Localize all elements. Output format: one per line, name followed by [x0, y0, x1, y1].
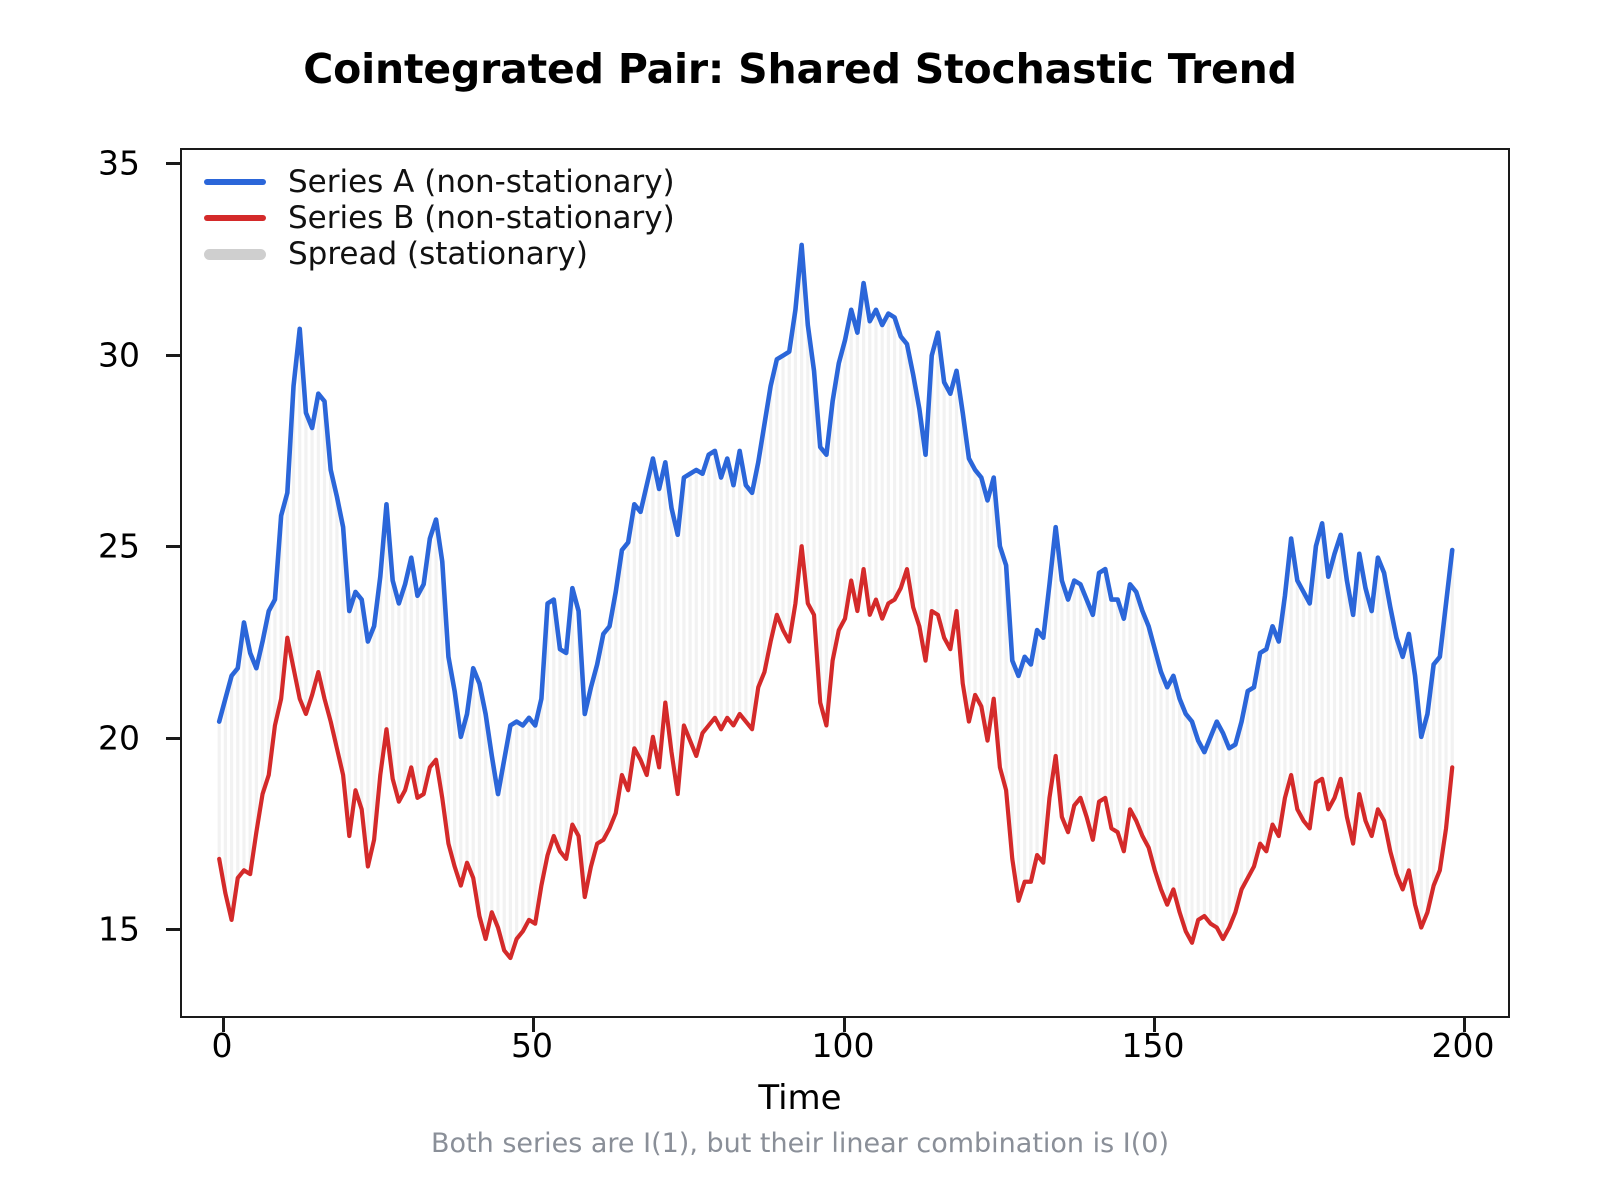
x-tick-label-50: 50 — [511, 1026, 553, 1065]
y-tick-mark-25 — [166, 545, 180, 548]
x-tick-label-150: 150 — [1121, 1026, 1185, 1065]
spread-fill-layer — [217, 244, 1454, 959]
x-tick-mark-150 — [1153, 1018, 1156, 1032]
legend-label-series-a: Series A (non-stationary) — [288, 164, 675, 200]
legend-swatch-series-b — [204, 215, 266, 221]
plot-svg — [216, 242, 1455, 961]
plot-area — [180, 148, 1510, 1018]
figure-caption: Both series are I(1), but their linear c… — [431, 1128, 1169, 1159]
y-tick-mark-20 — [166, 737, 180, 740]
x-tick-mark-100 — [843, 1018, 846, 1032]
x-tick-label-100: 100 — [811, 1026, 875, 1065]
y-tick-label-15: 15 — [98, 909, 140, 949]
series-b-line — [217, 544, 1455, 961]
chart-title: Cointegrated Pair: Shared Stochastic Tre… — [303, 45, 1297, 93]
legend-label-series-b: Series B (non-stationary) — [288, 200, 675, 236]
legend-swatch-spread — [204, 248, 266, 260]
legend-item-spread[interactable]: Spread (stationary) — [204, 236, 675, 272]
y-tick-label-30: 30 — [98, 335, 140, 375]
legend-item-series-b[interactable]: Series B (non-stationary) — [204, 200, 675, 236]
x-tick-label-200: 200 — [1431, 1026, 1495, 1065]
y-tick-label-20: 20 — [98, 718, 140, 758]
x-tick-mark-50 — [532, 1018, 535, 1032]
series-a-line — [216, 242, 1455, 797]
legend-label-spread: Spread (stationary) — [288, 236, 588, 272]
y-tick-label-35: 35 — [98, 143, 140, 183]
x-tick-mark-0 — [222, 1018, 225, 1032]
legend-swatch-series-a — [204, 179, 266, 185]
legend: Series A (non-stationary) Series B (non-… — [196, 160, 683, 280]
legend-item-series-a[interactable]: Series A (non-stationary) — [204, 164, 675, 200]
y-tick-mark-35 — [166, 162, 180, 165]
y-tick-mark-30 — [166, 354, 180, 357]
x-tick-mark-200 — [1463, 1018, 1466, 1032]
y-tick-label-25: 25 — [98, 526, 140, 566]
x-axis-label: Time — [758, 1078, 842, 1118]
x-tick-label-0: 0 — [211, 1026, 233, 1065]
y-tick-mark-15 — [166, 928, 180, 931]
